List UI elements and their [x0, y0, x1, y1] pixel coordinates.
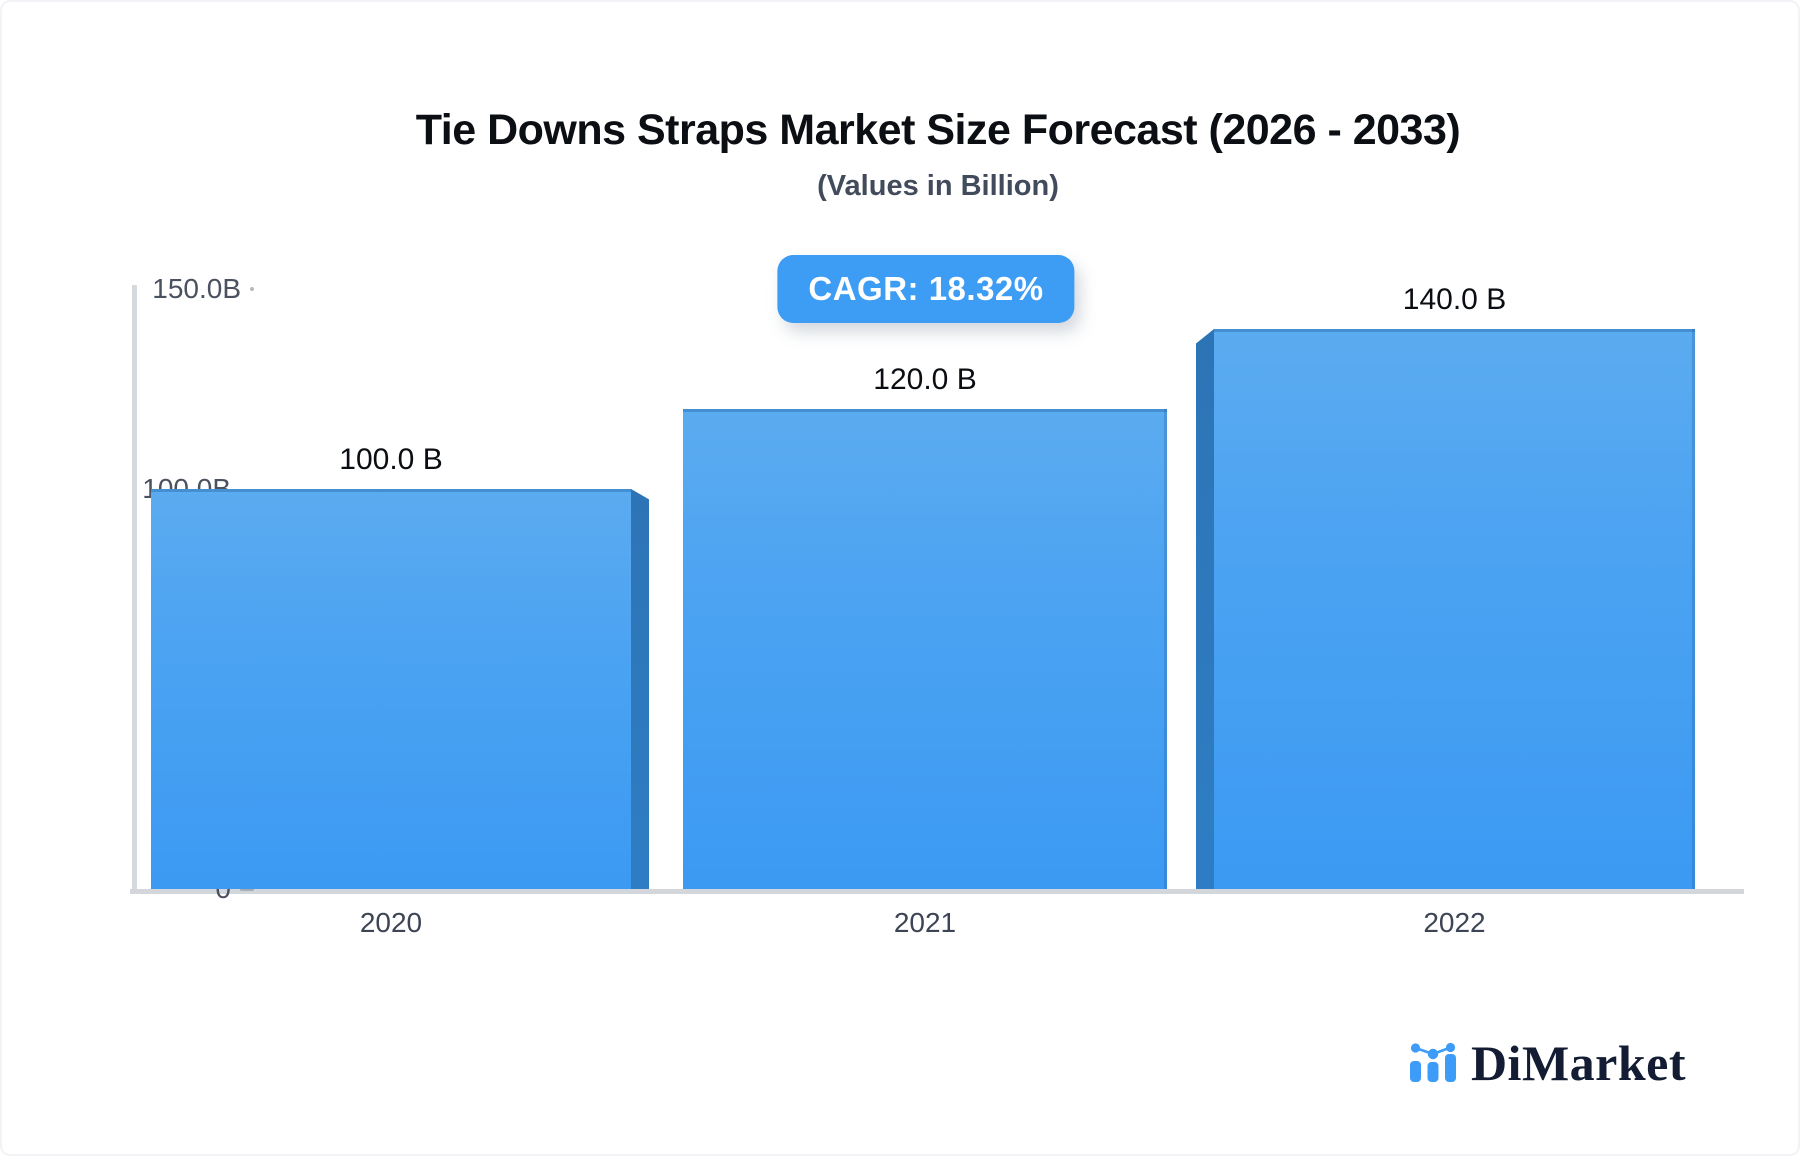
dimarket-logo: DiMarket — [1409, 1032, 1686, 1094]
bar-chart-logo-icon — [1409, 1042, 1456, 1082]
bar-2020 — [151, 489, 631, 889]
brand-name: DiMarket — [1470, 1035, 1686, 1091]
chart-subtitle: (Values in Billion) — [817, 170, 1059, 202]
x-axis-label-2022: 2022 — [1423, 907, 1486, 938]
x-axis-line — [130, 889, 1744, 894]
bar-2022-3d-side — [1196, 329, 1214, 889]
y-tick-mark — [240, 887, 254, 891]
bar-group-2022: 140.0 B 2022 — [1196, 285, 1695, 937]
bar-2022 — [1214, 329, 1695, 889]
bar-2020-3d-side — [631, 489, 649, 889]
bar-value-label: 100.0 B — [339, 443, 443, 476]
bar-value-label: 120.0 B — [873, 363, 977, 396]
plot-area: 150.0B 100.0B 50.0B 0 100.0 B 2020 120.0… — [130, 275, 1744, 937]
y-tick-mark — [250, 287, 254, 291]
y-tick-label: 150.0B — [152, 273, 241, 304]
y-axis-line — [132, 285, 137, 890]
bar-group-2021: 120.0 B 2021 — [683, 289, 1167, 937]
chart-title: Tie Downs Straps Market Size Forecast (2… — [415, 106, 1461, 154]
bar-2021 — [683, 409, 1167, 889]
x-axis-label-2020: 2020 — [359, 907, 423, 938]
cagr-badge: CAGR: 18.32% — [777, 255, 1075, 323]
bar-group-2020: 100.0 B 2020 — [151, 289, 649, 937]
x-axis-label-2021: 2021 — [893, 907, 957, 938]
bar-value-label: 140.0 B — [1402, 283, 1507, 316]
